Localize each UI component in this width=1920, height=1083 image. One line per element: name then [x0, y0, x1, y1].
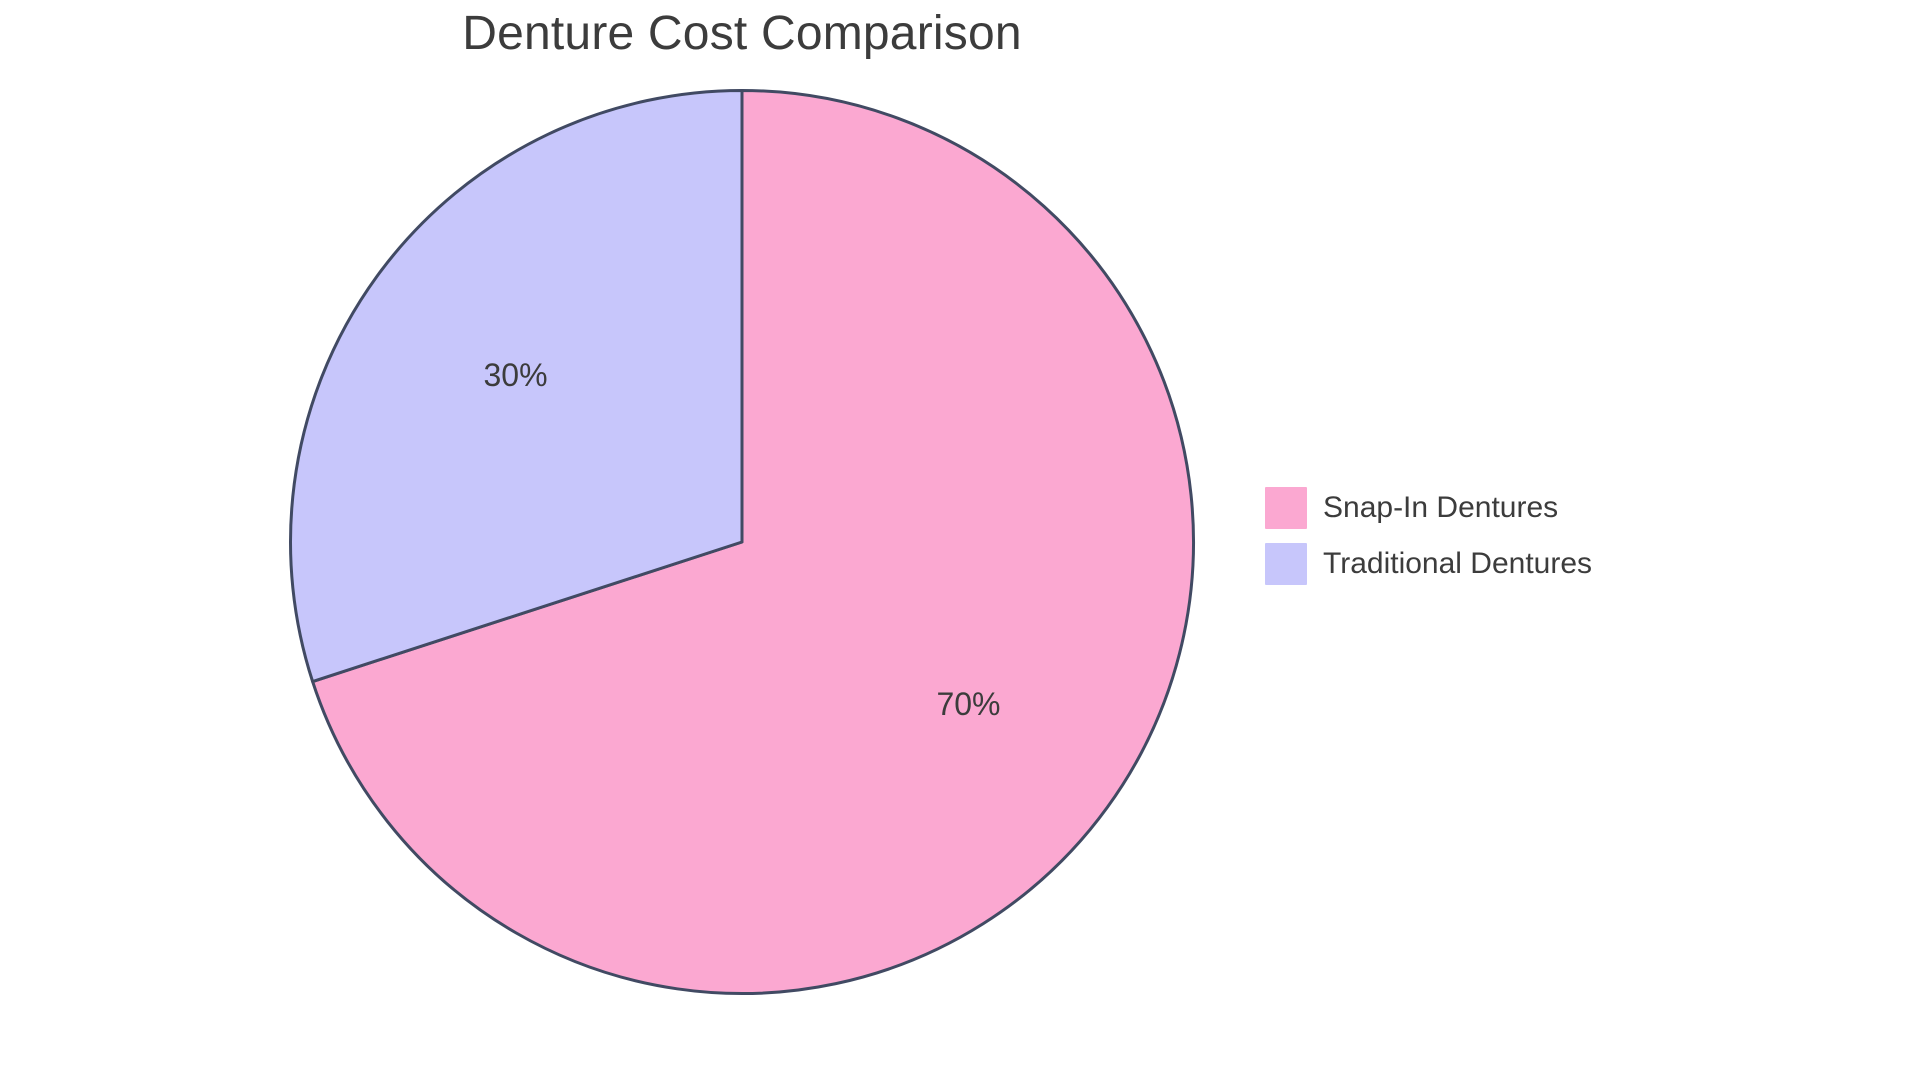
- chart-title: Denture Cost Comparison: [462, 7, 1022, 60]
- chart-legend: Snap-In Dentures Traditional Dentures: [1265, 487, 1592, 585]
- legend-item-label: Traditional Dentures: [1323, 547, 1593, 580]
- pie-plot-area: 70% 30%: [289, 89, 1195, 995]
- pie-slice-1[interactable]: [289, 89, 744, 684]
- legend-item-label: Snap-In Dentures: [1323, 491, 1559, 524]
- legend-swatch-icon-0: [1265, 487, 1307, 529]
- pie-slice-label-1: 30%: [484, 357, 548, 393]
- pie-slice-label-0: 70%: [936, 686, 1000, 722]
- pie-svg: 70% 30%: [289, 89, 1195, 995]
- legend-item-0[interactable]: Snap-In Dentures: [1265, 487, 1592, 529]
- pie-slice-labels-group: 70% 30%: [484, 357, 1001, 722]
- legend-item-1[interactable]: Traditional Dentures: [1265, 543, 1592, 585]
- legend-swatch-icon-1: [1265, 543, 1307, 585]
- pie-slice-0[interactable]: [311, 89, 1195, 995]
- pie-slices-group: [289, 89, 1195, 995]
